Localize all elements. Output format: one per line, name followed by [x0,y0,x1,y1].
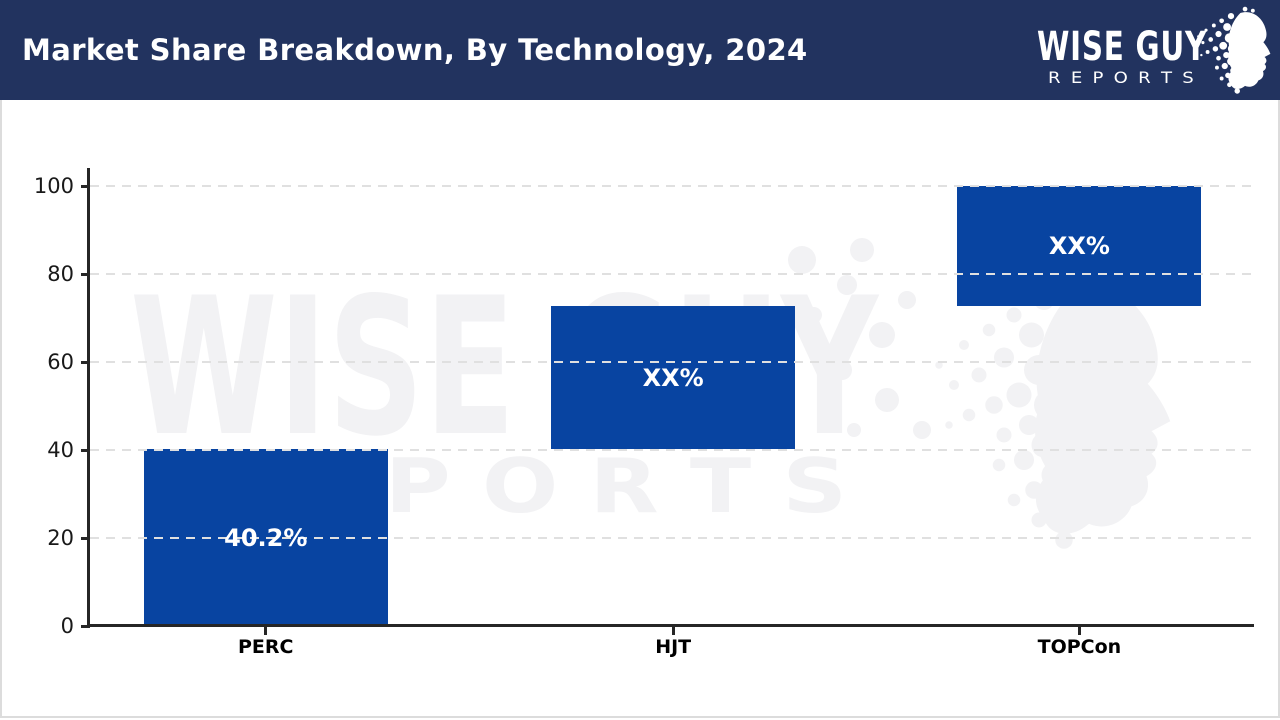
x-axis-tick [671,627,675,635]
y-axis-tick-label: 40 [47,438,74,462]
y-axis-tick-label: 0 [60,614,74,638]
bar-value-label: 40.2% [224,523,308,552]
logo-text-main: WISE GUY [1037,24,1207,70]
x-axis-category-label: HJT [655,636,692,658]
gridline [90,185,1254,187]
gridline [90,537,1254,539]
y-axis-line [87,168,90,627]
plot-region: 0 20 40 60 80 100 40.2% PERC XX% HJT XX% TOPCon [2,100,1278,716]
x-axis-tick [1077,627,1081,635]
y-axis-tick-label: 60 [47,350,74,374]
watermark-head-icon [788,238,1171,549]
bar-topcon [957,186,1202,307]
y-axis-tick [81,537,90,540]
gridline [90,273,1254,275]
header-bar: Market Share Breakdown, By Technology, 2… [0,0,1280,100]
x-axis-category-label: PERC [238,636,294,658]
x-axis-category-label: TOPCon [1037,636,1122,658]
y-axis-tick [81,361,90,364]
chart-area: WISE GUY R E P O R T S 0 20 40 60 80 100 40.2%… [0,100,1280,718]
y-axis-tick [81,273,90,276]
page-title: Market Share Breakdown, By Technology, 2… [22,33,808,67]
x-axis-tick [264,627,268,635]
y-axis-tick-label: 100 [33,174,74,198]
x-axis-line [87,624,1254,627]
logo-text-sub: R E P O R T S [1048,68,1196,87]
bar-value-label: XX% [642,363,704,392]
bar-value-label: XX% [1048,232,1110,261]
bar-hjt [551,306,796,450]
gridline [90,361,1254,363]
y-axis-tick [81,185,90,188]
y-axis-tick [81,625,90,628]
y-axis-tick-label: 80 [47,262,74,286]
gridline [90,449,1254,451]
y-axis-tick-label: 20 [47,526,74,550]
y-axis-tick [81,449,90,452]
logo-head-icon [1197,6,1271,94]
wise-guy-logo: WISE GUY R E P O R T S [1037,6,1271,94]
